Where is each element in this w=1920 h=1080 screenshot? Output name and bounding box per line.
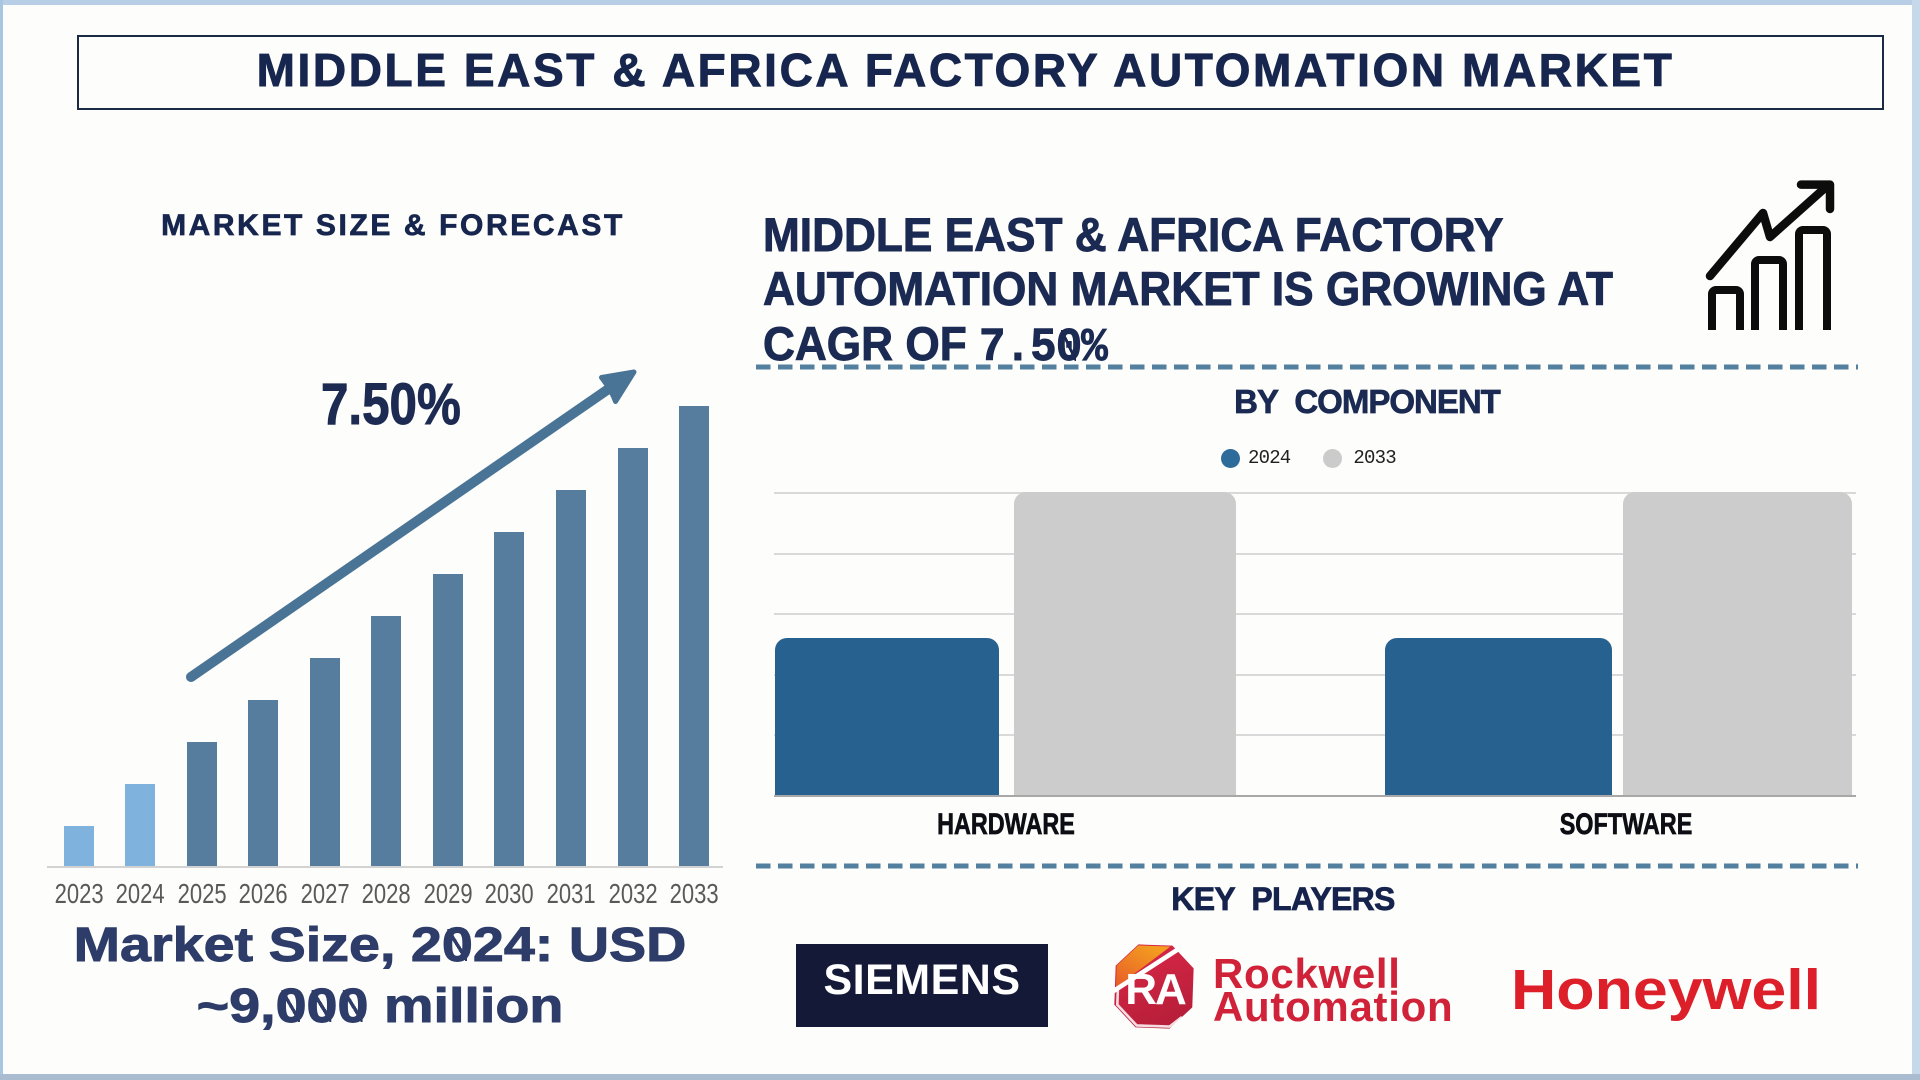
svg-text:RA: RA bbox=[1125, 965, 1186, 1014]
